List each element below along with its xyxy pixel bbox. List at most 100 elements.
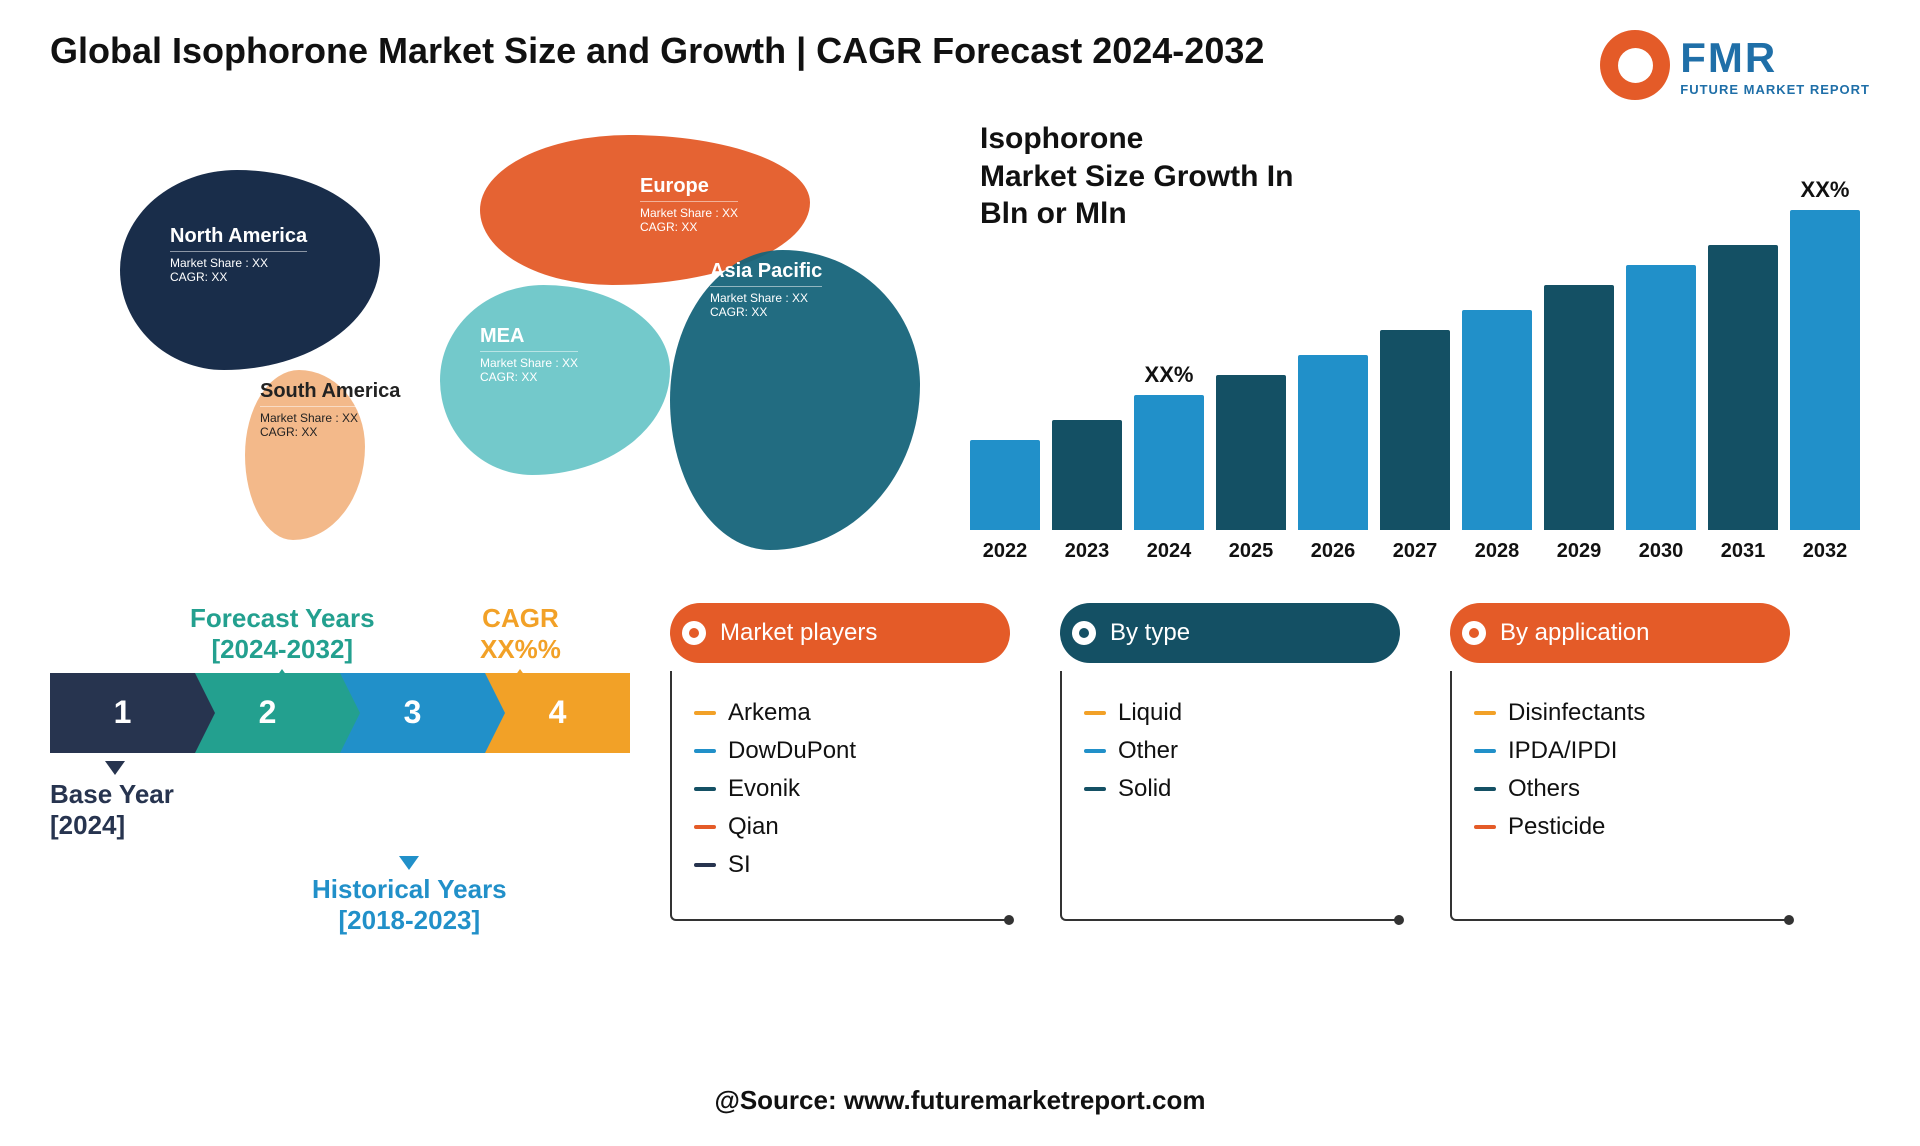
bar-year-label: 2028 <box>1475 540 1520 563</box>
category-item: Evonik <box>694 775 1000 803</box>
bar-rect <box>1134 395 1204 530</box>
bar-year-label: 2032 <box>1803 540 1848 563</box>
category-body: Liquid Other Solid <box>1060 671 1400 921</box>
cagr-value: XX%% <box>480 634 561 665</box>
bar-2031: 2031 <box>1708 245 1778 563</box>
logo-sub-text: FUTURE MARKET REPORT <box>1680 82 1870 97</box>
bar-year-label: 2027 <box>1393 540 1438 563</box>
category-item-label: Evonik <box>728 775 800 803</box>
tick-icon <box>694 711 716 715</box>
bar-pct-label: XX% <box>1801 177 1850 203</box>
tick-icon <box>694 749 716 753</box>
bar-year-label: 2026 <box>1311 540 1356 563</box>
bar-2026: 2026 <box>1298 355 1368 563</box>
tick-icon <box>1084 749 1106 753</box>
bar-2027: 2027 <box>1380 330 1450 563</box>
category-header: By type <box>1060 603 1400 663</box>
bar-rect <box>1790 210 1860 530</box>
bar-year-label: 2022 <box>983 540 1028 563</box>
bottom-section: Forecast Years [2024-2032] CAGR XX%% 123… <box>50 603 1870 921</box>
bar-rect <box>1380 330 1450 530</box>
category-item-label: Others <box>1508 775 1580 803</box>
category-item-label: Solid <box>1118 775 1171 803</box>
bar-year-label: 2023 <box>1065 540 1110 563</box>
world-map: North AmericaMarket Share : XXCAGR: XX So… <box>50 120 930 560</box>
region-label-mea: MEAMarket Share : XXCAGR: XX <box>480 325 578 384</box>
bar-rect <box>1708 245 1778 530</box>
category-item: Other <box>1084 737 1390 765</box>
region-label-eu: EuropeMarket Share : XXCAGR: XX <box>640 175 738 234</box>
bar-2032: XX%2032 <box>1790 210 1860 563</box>
category-item: DowDuPont <box>694 737 1000 765</box>
bar-year-label: 2031 <box>1721 540 1766 563</box>
region-label-sa: South AmericaMarket Share : XXCAGR: XX <box>260 380 400 439</box>
tick-icon <box>694 863 716 867</box>
timeline-seg-1: 1 <box>50 673 195 753</box>
arrow-down-icon <box>105 761 125 775</box>
category-item: Pesticide <box>1474 813 1780 841</box>
bar-rect <box>1544 285 1614 530</box>
category-item: Arkema <box>694 699 1000 727</box>
category-item-label: Other <box>1118 737 1178 765</box>
base-title: Base Year <box>50 779 630 810</box>
timeline-bar: 1234 <box>50 673 630 753</box>
region-label-na: North AmericaMarket Share : XXCAGR: XX <box>170 225 307 284</box>
bullet-icon <box>1462 621 1486 645</box>
bar-2022: 2022 <box>970 440 1040 563</box>
category-body: ArkemaDowDuPontEvonikQianSI <box>670 671 1010 921</box>
timeline-seg-4: 4 <box>485 673 630 753</box>
bar-rect <box>1462 310 1532 530</box>
bullet-icon <box>682 621 706 645</box>
bar-2024: XX%2024 <box>1134 395 1204 563</box>
tick-icon <box>694 787 716 791</box>
bar-rect <box>1626 265 1696 530</box>
bar-rect <box>970 440 1040 530</box>
category-item: Disinfectants <box>1474 699 1780 727</box>
bar-rect <box>1052 420 1122 530</box>
category-item-label: Liquid <box>1118 699 1182 727</box>
base-value: [2024] <box>50 810 630 841</box>
category-item: Solid <box>1084 775 1390 803</box>
category-item-label: Disinfectants <box>1508 699 1645 727</box>
bar-2029: 2029 <box>1544 285 1614 563</box>
bar-year-label: 2024 <box>1147 540 1192 563</box>
forecast-title: Forecast Years <box>190 603 375 634</box>
tick-icon <box>1084 787 1106 791</box>
logo-icon <box>1600 30 1670 100</box>
bar-2030: 2030 <box>1626 265 1696 563</box>
tick-icon <box>1474 711 1496 715</box>
historical-label: Historical Years [2018-2023] <box>312 848 507 936</box>
cagr-title: CAGR <box>480 603 561 634</box>
logo: FMR FUTURE MARKET REPORT <box>1600 30 1870 100</box>
bar-year-label: 2030 <box>1639 540 1684 563</box>
tick-icon <box>1474 749 1496 753</box>
category-item-label: IPDA/IPDI <box>1508 737 1617 765</box>
category-item-label: DowDuPont <box>728 737 856 765</box>
bar-2025: 2025 <box>1216 375 1286 563</box>
region-label-ap: Asia PacificMarket Share : XXCAGR: XX <box>710 260 822 319</box>
bullet-icon <box>1072 621 1096 645</box>
logo-main-text: FMR <box>1680 34 1870 82</box>
tick-icon <box>1474 787 1496 791</box>
category-item: IPDA/IPDI <box>1474 737 1780 765</box>
timeline-seg-3: 3 <box>340 673 485 753</box>
top-section: North AmericaMarket Share : XXCAGR: XX So… <box>50 120 1870 563</box>
category-item: Qian <box>694 813 1000 841</box>
category-0: Market playersArkemaDowDuPontEvonikQianS… <box>670 603 1010 921</box>
chart-title-line: Isophorone <box>980 122 1143 155</box>
categories: Market playersArkemaDowDuPontEvonikQianS… <box>670 603 1870 921</box>
category-body: Disinfectants IPDA/IPDI Others Pesticide <box>1450 671 1790 921</box>
bar-year-label: 2025 <box>1229 540 1274 563</box>
category-item: Liquid <box>1084 699 1390 727</box>
category-1: By type Liquid Other Solid <box>1060 603 1400 921</box>
category-2: By applicationDisinfectantsIPDA/IPDIOthe… <box>1450 603 1790 921</box>
bar-2028: 2028 <box>1462 310 1532 563</box>
header: Global Isophorone Market Size and Growth… <box>50 30 1870 100</box>
chart-title-line: Bln or Mln <box>980 197 1127 230</box>
source-text: @Source: www.futuremarketreport.com <box>714 1085 1205 1116</box>
timeline-seg-2: 2 <box>195 673 340 753</box>
chart-title: Isophorone Market Size Growth In Bln or … <box>980 120 1870 233</box>
category-item-label: Pesticide <box>1508 813 1605 841</box>
bar-chart: 2022 2023 XX%2024 2025 2026 2027 2028 2029 2030 2… <box>960 243 1870 563</box>
bar-year-label: 2029 <box>1557 540 1602 563</box>
